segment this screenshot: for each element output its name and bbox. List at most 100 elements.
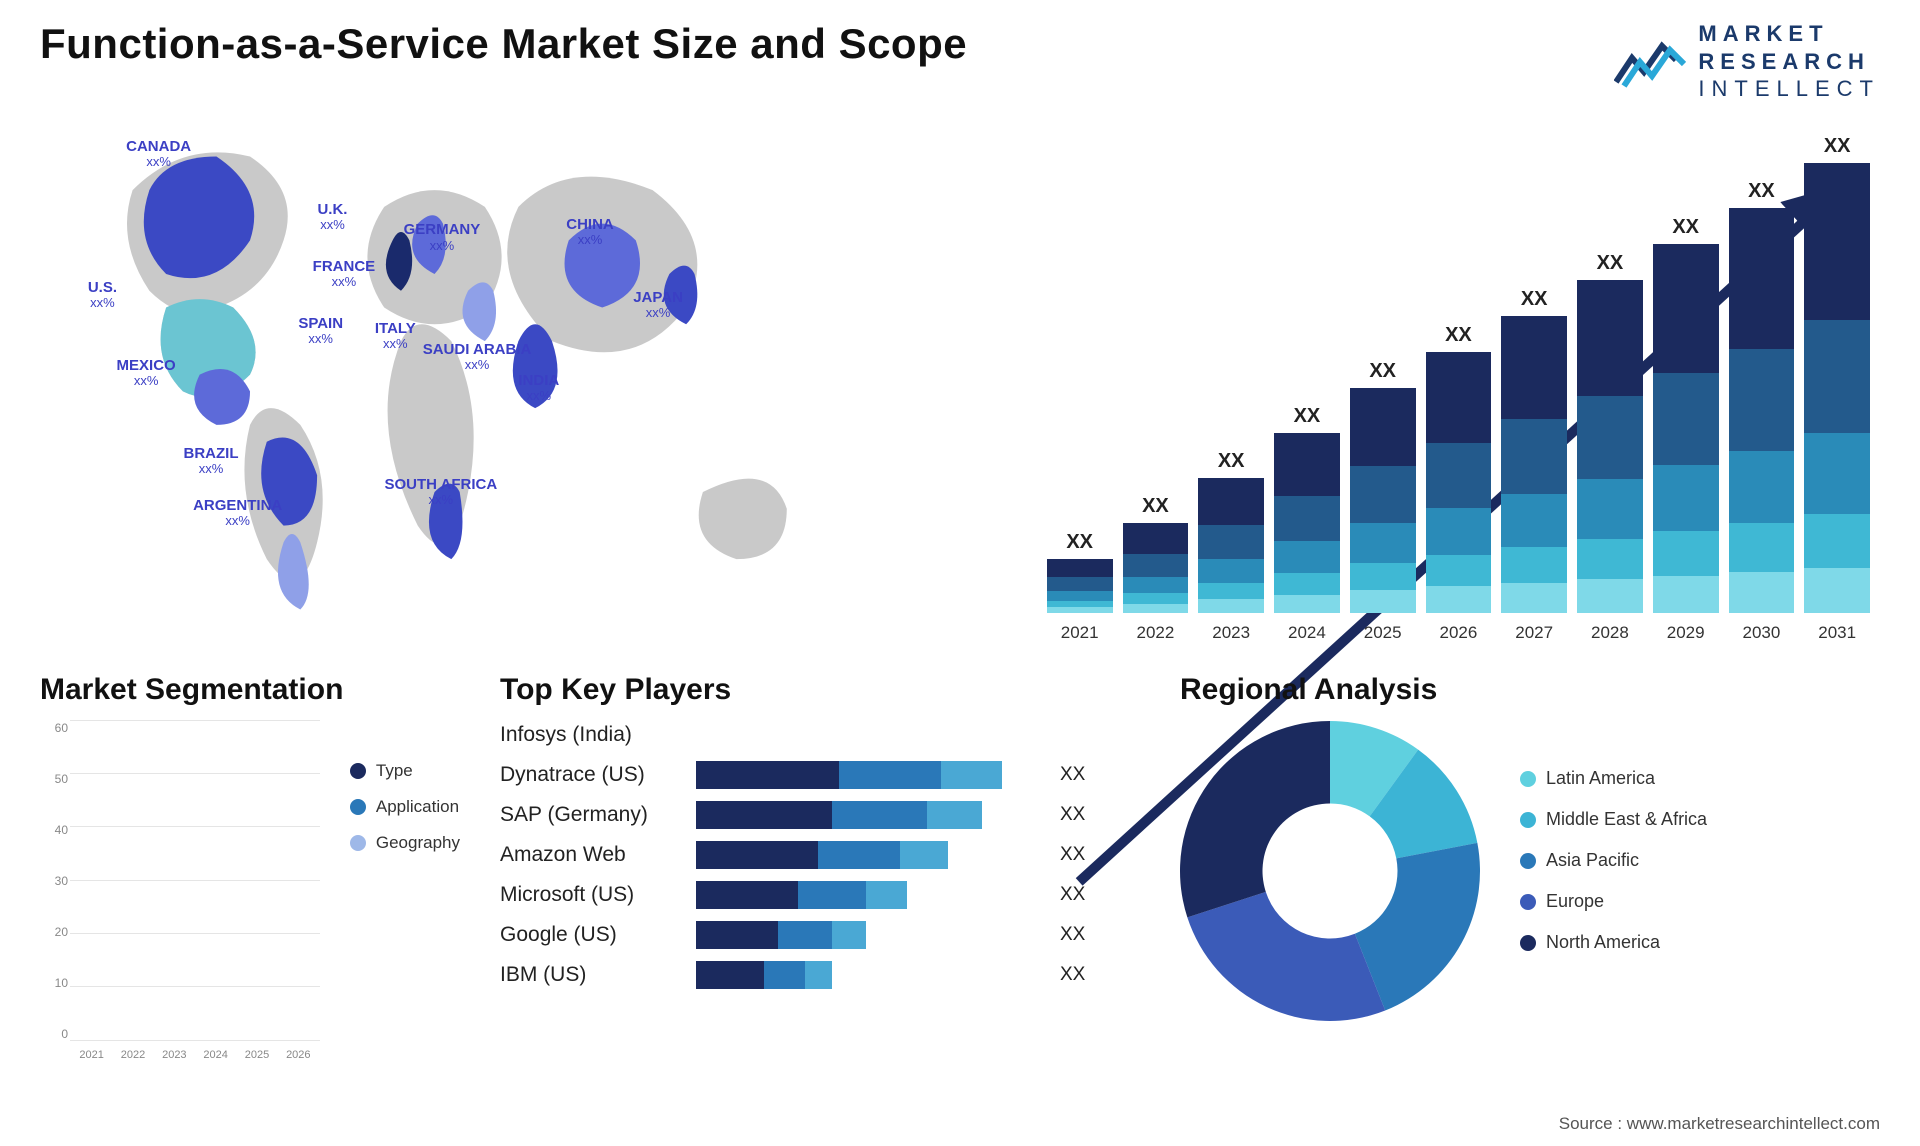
map-country-label: GERMANYxx% bbox=[404, 221, 481, 253]
growth-bar-label: XX bbox=[1274, 405, 1340, 428]
logo-line1: MARKET bbox=[1698, 20, 1880, 48]
growth-bar: XX bbox=[1804, 163, 1870, 613]
map-country-label: U.K.xx% bbox=[317, 201, 347, 233]
player-value: XX bbox=[1060, 884, 1085, 906]
growth-bar: XX bbox=[1350, 388, 1416, 613]
map-country-label: MEXICOxx% bbox=[117, 357, 176, 389]
seg-xlabel: 2024 bbox=[198, 1049, 233, 1061]
growth-xlabel: 2023 bbox=[1198, 623, 1264, 643]
player-row: Google (US) XX bbox=[500, 921, 1140, 949]
player-value: XX bbox=[1060, 804, 1085, 826]
growth-xlabel: 2022 bbox=[1123, 623, 1189, 643]
growth-xlabel: 2026 bbox=[1426, 623, 1492, 643]
growth-chart-panel: XXXXXXXXXXXXXXXXXXXXXX 20212022202320242… bbox=[1037, 123, 1880, 643]
map-country-label: INDIAxx% bbox=[518, 372, 559, 404]
seg-xlabel: 2025 bbox=[239, 1049, 274, 1061]
player-value: XX bbox=[1060, 844, 1085, 866]
donut-slice bbox=[1180, 721, 1330, 917]
seg-ytick: 50 bbox=[40, 772, 68, 786]
map-country-label: ARGENTINAxx% bbox=[193, 497, 282, 529]
growth-bar: XX bbox=[1426, 352, 1492, 613]
growth-bar-label: XX bbox=[1501, 288, 1567, 311]
growth-xlabel: 2024 bbox=[1274, 623, 1340, 643]
growth-bar-label: XX bbox=[1653, 216, 1719, 239]
growth-xlabel: 2031 bbox=[1804, 623, 1870, 643]
growth-bar: XX bbox=[1729, 208, 1795, 613]
player-bar bbox=[696, 961, 1036, 989]
seg-legend-item: Application bbox=[350, 797, 460, 817]
seg-xlabel: 2023 bbox=[157, 1049, 192, 1061]
page-title: Function-as-a-Service Market Size and Sc… bbox=[40, 20, 967, 68]
player-row: Dynatrace (US) XX bbox=[500, 761, 1140, 789]
growth-xlabel: 2030 bbox=[1729, 623, 1795, 643]
map-country-label: JAPANxx% bbox=[633, 289, 683, 321]
growth-bar: XX bbox=[1653, 244, 1719, 613]
players-title: Top Key Players bbox=[500, 673, 1140, 707]
growth-xlabel: 2025 bbox=[1350, 623, 1416, 643]
regional-panel: Regional Analysis Latin America Middle Ea… bbox=[1180, 673, 1880, 1083]
player-bar bbox=[696, 841, 1036, 869]
growth-bar: XX bbox=[1123, 523, 1189, 613]
seg-ytick: 40 bbox=[40, 823, 68, 837]
seg-xlabel: 2021 bbox=[74, 1049, 109, 1061]
player-row: IBM (US) XX bbox=[500, 961, 1140, 989]
seg-ytick: 0 bbox=[40, 1027, 68, 1041]
region-legend-item: Middle East & Africa bbox=[1520, 809, 1707, 830]
growth-bar-label: XX bbox=[1804, 135, 1870, 158]
growth-bar-label: XX bbox=[1577, 252, 1643, 275]
seg-ytick: 60 bbox=[40, 721, 68, 735]
logo-line2: RESEARCH bbox=[1698, 48, 1880, 76]
seg-ytick: 30 bbox=[40, 874, 68, 888]
seg-ytick: 10 bbox=[40, 976, 68, 990]
seg-xlabel: 2026 bbox=[281, 1049, 316, 1061]
player-value: XX bbox=[1060, 764, 1085, 786]
player-bar bbox=[696, 921, 1036, 949]
world-map-panel: CANADAxx%U.S.xx%MEXICOxx%BRAZILxx%ARGENT… bbox=[40, 123, 997, 643]
donut-chart bbox=[1180, 721, 1480, 1021]
segmentation-title: Market Segmentation bbox=[40, 673, 460, 707]
growth-xlabel: 2027 bbox=[1501, 623, 1567, 643]
seg-ytick: 20 bbox=[40, 925, 68, 939]
player-name: Dynatrace (US) bbox=[500, 763, 680, 787]
player-name: Google (US) bbox=[500, 923, 680, 947]
seg-legend-item: Geography bbox=[350, 833, 460, 853]
donut-slice bbox=[1187, 891, 1385, 1020]
segmentation-panel: Market Segmentation 60 50 40 30 20 10 0 2021 20… bbox=[40, 673, 460, 1083]
logo-line3: INTELLECT bbox=[1698, 75, 1880, 103]
map-country-label: FRANCExx% bbox=[313, 258, 376, 290]
player-row: Infosys (India) bbox=[500, 721, 1140, 749]
growth-bar: XX bbox=[1501, 316, 1567, 613]
map-country-label: SOUTH AFRICAxx% bbox=[384, 476, 497, 508]
player-name: Infosys (India) bbox=[500, 723, 680, 747]
growth-bar-label: XX bbox=[1123, 495, 1189, 518]
player-bar bbox=[696, 721, 1036, 749]
growth-bar-label: XX bbox=[1350, 360, 1416, 383]
region-legend-item: Latin America bbox=[1520, 768, 1707, 789]
player-bar bbox=[696, 761, 1036, 789]
player-bar bbox=[696, 881, 1036, 909]
growth-xlabel: 2021 bbox=[1047, 623, 1113, 643]
source-text: Source : www.marketresearchintellect.com bbox=[1559, 1114, 1880, 1134]
player-name: IBM (US) bbox=[500, 963, 680, 987]
growth-bar: XX bbox=[1274, 433, 1340, 613]
map-country-label: U.S.xx% bbox=[88, 279, 117, 311]
map-country-label: CHINAxx% bbox=[566, 216, 614, 248]
player-name: Microsoft (US) bbox=[500, 883, 680, 907]
regional-title: Regional Analysis bbox=[1180, 673, 1880, 707]
map-country-label: SPAINxx% bbox=[298, 315, 343, 347]
player-row: SAP (Germany)XX bbox=[500, 801, 1140, 829]
growth-bar-label: XX bbox=[1047, 531, 1113, 554]
seg-xlabel: 2022 bbox=[115, 1049, 150, 1061]
players-panel: Top Key Players Infosys (India) Dynatrace… bbox=[500, 673, 1140, 1083]
region-legend-item: North America bbox=[1520, 932, 1707, 953]
player-bar bbox=[696, 801, 1036, 829]
growth-bar: XX bbox=[1047, 559, 1113, 613]
brand-logo: MARKET RESEARCH INTELLECT bbox=[1614, 20, 1880, 103]
map-country-label: CANADAxx% bbox=[126, 138, 191, 170]
player-value: XX bbox=[1060, 924, 1085, 946]
region-legend-item: Europe bbox=[1520, 891, 1707, 912]
player-value: XX bbox=[1060, 964, 1085, 986]
growth-bar-label: XX bbox=[1198, 450, 1264, 473]
player-row: Microsoft (US) XX bbox=[500, 881, 1140, 909]
map-country-label: SAUDI ARABIAxx% bbox=[423, 341, 532, 373]
